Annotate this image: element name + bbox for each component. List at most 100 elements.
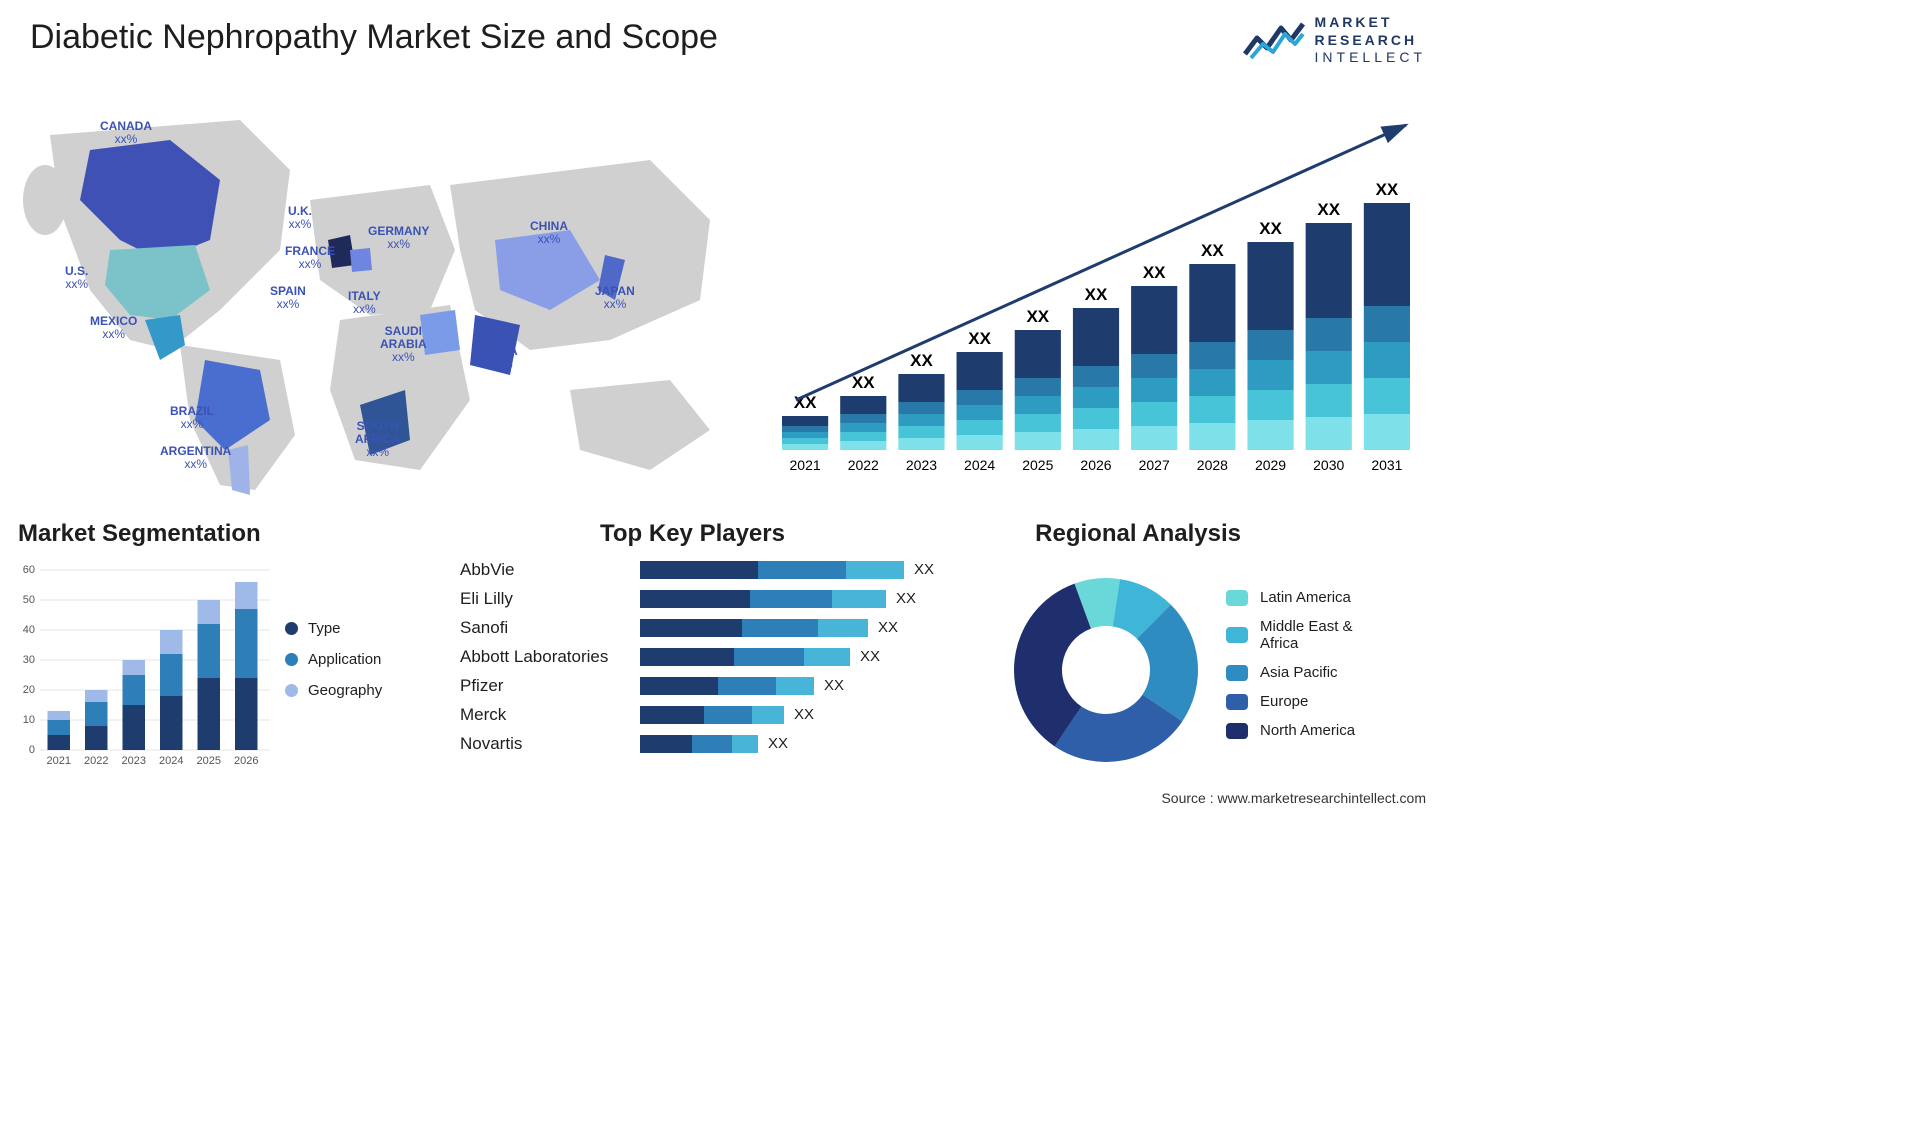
- player-bar: [640, 648, 850, 666]
- growth-bar-segment: [1131, 378, 1177, 402]
- growth-bar-segment: [1364, 203, 1410, 306]
- map-label: INDIAxx%: [485, 345, 518, 371]
- growth-bar-segment: [1247, 390, 1293, 420]
- map-label: BRAZILxx%: [170, 405, 214, 431]
- donut-legend-item: Middle East &Africa: [1226, 618, 1355, 652]
- seg-legend-item: Application: [285, 651, 382, 668]
- seg-bar-segment: [123, 675, 146, 705]
- growth-bar-segment: [957, 390, 1003, 405]
- growth-bar-segment: [898, 426, 944, 438]
- growth-bar-segment: [957, 405, 1003, 420]
- growth-bar-segment: [840, 423, 886, 432]
- map-label: SPAINxx%: [270, 285, 306, 311]
- growth-bar-segment: [782, 444, 828, 450]
- map-label: SAUDIARABIAxx%: [380, 325, 427, 365]
- growth-year-label: 2023: [906, 457, 937, 473]
- growth-bar-segment: [1306, 318, 1352, 351]
- growth-bar-segment: [957, 420, 1003, 435]
- map-label: CANADAxx%: [100, 120, 152, 146]
- svg-text:2022: 2022: [84, 755, 108, 767]
- growth-bar-segment: [782, 432, 828, 438]
- player-bar: [640, 677, 814, 695]
- player-value: XX: [860, 648, 880, 665]
- player-value: XX: [878, 619, 898, 636]
- growth-year-label: 2022: [848, 457, 879, 473]
- map-label: CHINAxx%: [530, 220, 568, 246]
- seg-bar-segment: [235, 609, 258, 678]
- player-row: Sanofi XX: [460, 613, 980, 642]
- growth-year-label: 2024: [964, 457, 995, 473]
- logo-mark-icon: [1241, 18, 1305, 62]
- svg-text:50: 50: [23, 594, 35, 606]
- growth-year-label: 2026: [1080, 457, 1111, 473]
- player-row: Eli LillyXX: [460, 584, 980, 613]
- growth-year-label: 2027: [1139, 457, 1170, 473]
- growth-bar-segment: [1364, 378, 1410, 414]
- growth-year-label: 2021: [790, 457, 821, 473]
- player-row: Abbott Laboratories XX: [460, 642, 980, 671]
- player-bar: [640, 590, 886, 608]
- growth-bar-segment: [1131, 402, 1177, 426]
- seg-bar-segment: [85, 702, 108, 726]
- map-label: MEXICOxx%: [90, 315, 137, 341]
- seg-legend-item: Geography: [285, 682, 382, 699]
- growth-year-label: 2029: [1255, 457, 1286, 473]
- player-bar: [640, 735, 758, 753]
- growth-year-label: 2028: [1197, 457, 1228, 473]
- map-label: FRANCExx%: [285, 245, 335, 271]
- player-bar: [640, 706, 784, 724]
- segmentation-chart: 0102030405060202120222023202420252026 Ty…: [15, 560, 435, 790]
- seg-bar-segment: [198, 678, 221, 750]
- growth-bar-segment: [1015, 330, 1061, 378]
- growth-year-label: 2030: [1313, 457, 1344, 473]
- svg-text:60: 60: [23, 564, 35, 576]
- seg-bar-segment: [123, 705, 146, 750]
- seg-bar-segment: [235, 582, 258, 609]
- growth-bar-segment: [782, 438, 828, 444]
- donut-legend-item: Latin America: [1226, 589, 1355, 606]
- logo-line-1: MARKET: [1315, 14, 1426, 32]
- growth-bar-segment: [840, 432, 886, 441]
- map-label: ARGENTINAxx%: [160, 445, 231, 471]
- svg-text:2025: 2025: [197, 755, 221, 767]
- seg-bar-segment: [85, 690, 108, 702]
- seg-bar-segment: [198, 600, 221, 624]
- growth-bar-segment: [782, 426, 828, 432]
- svg-text:20: 20: [23, 684, 35, 696]
- world-map: CANADAxx%U.S.xx%MEXICOxx%BRAZILxx%ARGENT…: [10, 90, 730, 500]
- donut-legend-item: Asia Pacific: [1226, 664, 1355, 681]
- logo-line-2: RESEARCH: [1315, 32, 1426, 50]
- donut-legend-item: North America: [1226, 722, 1355, 739]
- growth-bar-segment: [782, 416, 828, 426]
- map-label: SOUTHAFRICAxx%: [355, 420, 400, 460]
- growth-bar-segment: [1306, 417, 1352, 450]
- growth-bar-segment: [898, 374, 944, 402]
- svg-text:2021: 2021: [47, 755, 71, 767]
- segmentation-title: Market Segmentation: [18, 520, 261, 548]
- growth-bar-segment: [1131, 286, 1177, 354]
- player-bar: [640, 561, 904, 579]
- growth-bar-segment: [1247, 242, 1293, 330]
- growth-bar-segment: [1073, 308, 1119, 366]
- seg-bar-segment: [123, 660, 146, 675]
- growth-bar-segment: [840, 414, 886, 423]
- growth-bar-segment: [1015, 414, 1061, 432]
- growth-bar-segment: [898, 414, 944, 426]
- growth-bar-segment: [1364, 306, 1410, 342]
- player-name: Sanofi: [460, 618, 640, 638]
- growth-bar-segment: [1247, 420, 1293, 450]
- growth-bar-label: XX: [1259, 219, 1282, 238]
- growth-bar-segment: [1364, 414, 1410, 450]
- growth-bar-segment: [1189, 423, 1235, 450]
- player-bar: [640, 619, 868, 637]
- growth-bar-segment: [1189, 342, 1235, 369]
- player-name: Abbott Laboratories: [460, 647, 640, 667]
- regional-donut: Latin America Middle East &Africa Asia Pac…: [1006, 555, 1426, 785]
- growth-bar-label: XX: [910, 351, 933, 370]
- player-name: Eli Lilly: [460, 589, 640, 609]
- growth-bar-label: XX: [1201, 241, 1224, 260]
- svg-text:2026: 2026: [234, 755, 258, 767]
- player-value: XX: [824, 677, 844, 694]
- growth-bar-segment: [1247, 330, 1293, 360]
- players-chart: AbbVieXXEli LillyXXSanofiXXAbbott Labora…: [460, 555, 980, 785]
